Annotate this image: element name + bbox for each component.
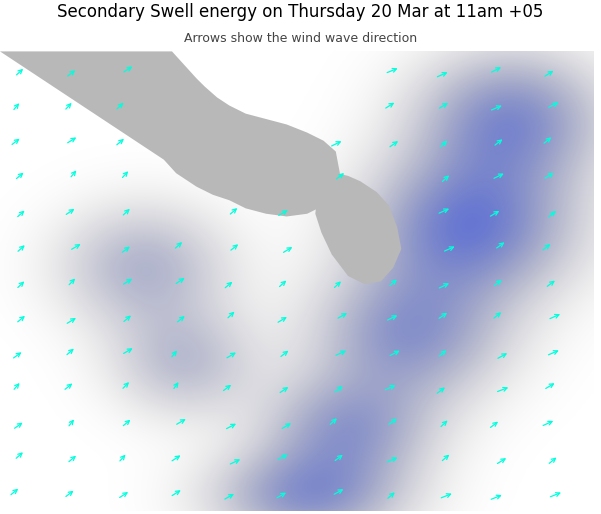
Text: Arrows show the wind wave direction: Arrows show the wind wave direction	[184, 31, 417, 45]
Polygon shape	[316, 173, 401, 284]
Text: Secondary Swell energy on Thursday 20 Mar at 11am +05: Secondary Swell energy on Thursday 20 Ma…	[57, 3, 544, 21]
Polygon shape	[0, 51, 594, 216]
